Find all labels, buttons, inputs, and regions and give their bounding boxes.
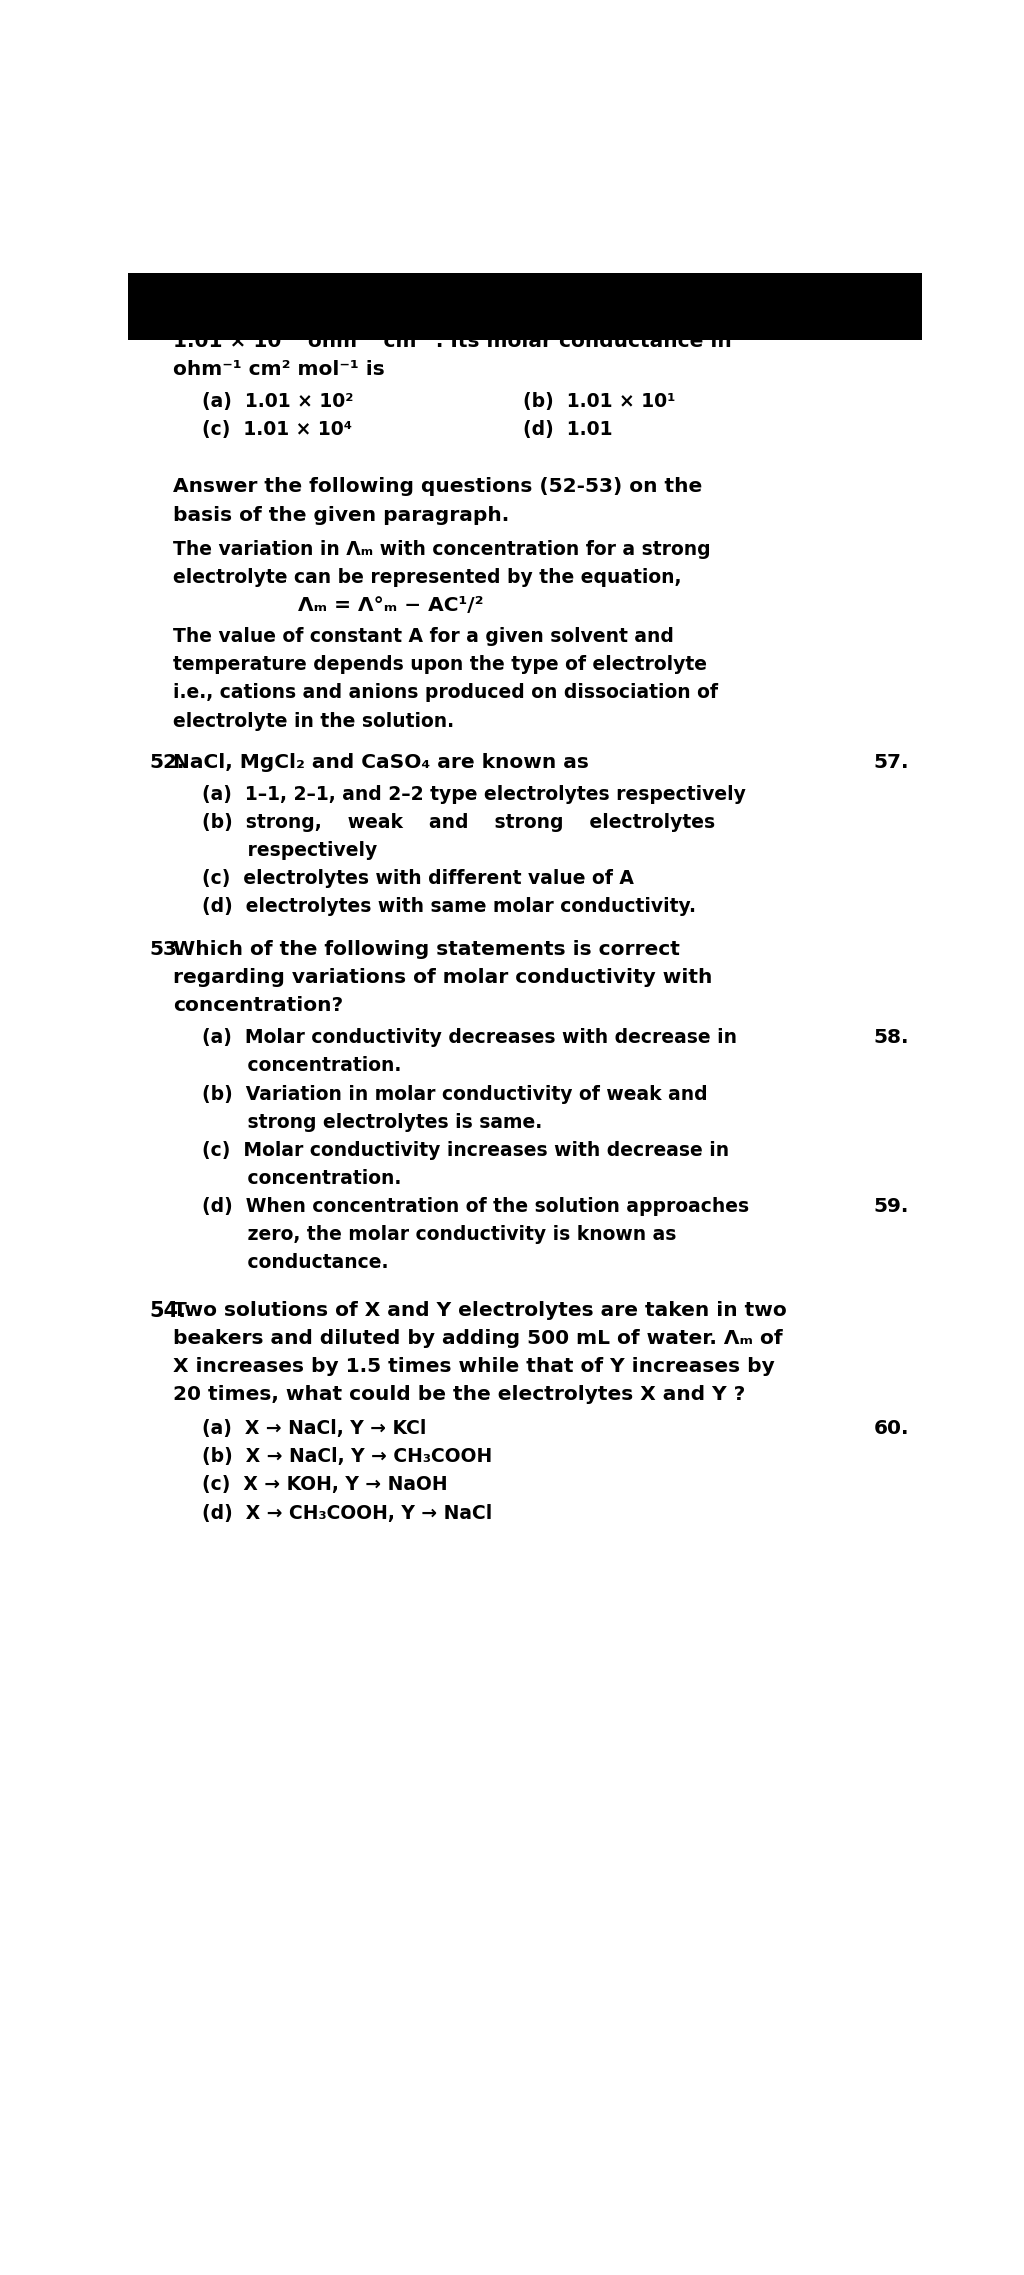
Text: zero, the molar conductivity is known as: zero, the molar conductivity is known as [202,1224,676,1244]
Text: concentration.: concentration. [202,1056,401,1076]
Text: 51.: 51. [150,305,185,323]
Text: 59.: 59. [873,1197,909,1215]
Text: Two solutions of X and Y electrolytes are taken in two: Two solutions of X and Y electrolytes ar… [173,1301,786,1320]
Text: 20 times, what could be the electrolytes X and Y ?: 20 times, what could be the electrolytes… [173,1385,745,1404]
Text: (c)  X → KOH, Y → NaOH: (c) X → KOH, Y → NaOH [202,1476,447,1495]
Text: concentration?: concentration? [173,996,343,1015]
Text: strong electrolytes is same.: strong electrolytes is same. [202,1112,542,1131]
Text: Λₘ = Λ°ₘ − AC¹/²: Λₘ = Λ°ₘ − AC¹/² [299,596,484,614]
Text: 58.: 58. [873,1028,909,1046]
Text: (c)  Molar conductivity increases with decrease in: (c) Molar conductivity increases with de… [202,1140,729,1160]
Text: The variation in Λₘ with concentration for a strong: The variation in Λₘ with concentration f… [173,539,711,560]
Text: (d)  1.01: (d) 1.01 [523,421,612,439]
Text: beakers and diluted by adding 500 mL of water. Λₘ of: beakers and diluted by adding 500 mL of … [173,1329,782,1347]
Text: (b)  Variation in molar conductivity of weak and: (b) Variation in molar conductivity of w… [202,1085,708,1103]
Text: basis of the given paragraph.: basis of the given paragraph. [173,505,509,526]
Text: (d)  X → CH₃COOH, Y → NaCl: (d) X → CH₃COOH, Y → NaCl [202,1504,492,1522]
Text: temperature depends upon the type of electrolyte: temperature depends upon the type of ele… [173,655,707,673]
Text: X increases by 1.5 times while that of Y increases by: X increases by 1.5 times while that of Y… [173,1356,775,1376]
Text: (d)  electrolytes with same molar conductivity.: (d) electrolytes with same molar conduct… [202,896,695,917]
Text: 1.01 × 10⁻² ohm⁻¹ cm⁻¹. Its molar conductance in: 1.01 × 10⁻² ohm⁻¹ cm⁻¹. Its molar conduc… [173,332,732,350]
Text: Specific conductance of 0.1 M NaCl solution is: Specific conductance of 0.1 M NaCl solut… [173,305,697,323]
Text: (b)  1.01 × 10¹: (b) 1.01 × 10¹ [523,391,676,412]
Text: 60.: 60. [873,1420,909,1438]
Text: (b)  X → NaCl, Y → CH₃COOH: (b) X → NaCl, Y → CH₃COOH [202,1447,492,1467]
Text: (b)  strong,    weak    and    strong    electrolytes: (b) strong, weak and strong electrolytes [202,812,715,833]
Text: (a)  1–1, 2–1, and 2–2 type electrolytes respectively: (a) 1–1, 2–1, and 2–2 type electrolytes … [202,785,745,803]
Text: conductance.: conductance. [202,1254,388,1272]
Text: NaCl, MgCl₂ and CaSO₄ are known as: NaCl, MgCl₂ and CaSO₄ are known as [173,753,589,771]
Text: respectively: respectively [202,842,377,860]
Text: 53.: 53. [150,940,185,960]
Text: (a)  Molar conductivity decreases with decrease in: (a) Molar conductivity decreases with de… [202,1028,736,1046]
Text: Which of the following statements is correct: Which of the following statements is cor… [173,940,680,960]
Text: (a)  X → NaCl, Y → KCl: (a) X → NaCl, Y → KCl [202,1420,426,1438]
Text: ohm⁻¹ cm² mol⁻¹ is: ohm⁻¹ cm² mol⁻¹ is [173,359,385,380]
Text: Answer the following questions (52-53) on the: Answer the following questions (52-53) o… [173,478,702,496]
Text: concentration.: concentration. [202,1169,401,1188]
Text: electrolyte in the solution.: electrolyte in the solution. [173,712,454,730]
Text: (c)  electrolytes with different value of A: (c) electrolytes with different value of… [202,869,634,887]
Bar [128,273,922,339]
Text: The value of constant A for a given solvent and: The value of constant A for a given solv… [173,628,674,646]
Text: (c)  1.01 × 10⁴: (c) 1.01 × 10⁴ [202,421,351,439]
Text: i.e., cations and anions produced on dissociation of: i.e., cations and anions produced on dis… [173,682,718,703]
Text: 52.: 52. [150,753,185,771]
Text: (a)  1.01 × 10²: (a) 1.01 × 10² [202,391,353,412]
Text: 54.: 54. [150,1301,186,1322]
Text: 56.: 56. [873,312,909,332]
Text: electrolyte can be represented by the equation,: electrolyte can be represented by the eq… [173,569,681,587]
Text: regarding variations of molar conductivity with: regarding variations of molar conductivi… [173,969,713,987]
Text: 57.: 57. [873,753,909,771]
Text: (d)  When concentration of the solution approaches: (d) When concentration of the solution a… [202,1197,749,1215]
